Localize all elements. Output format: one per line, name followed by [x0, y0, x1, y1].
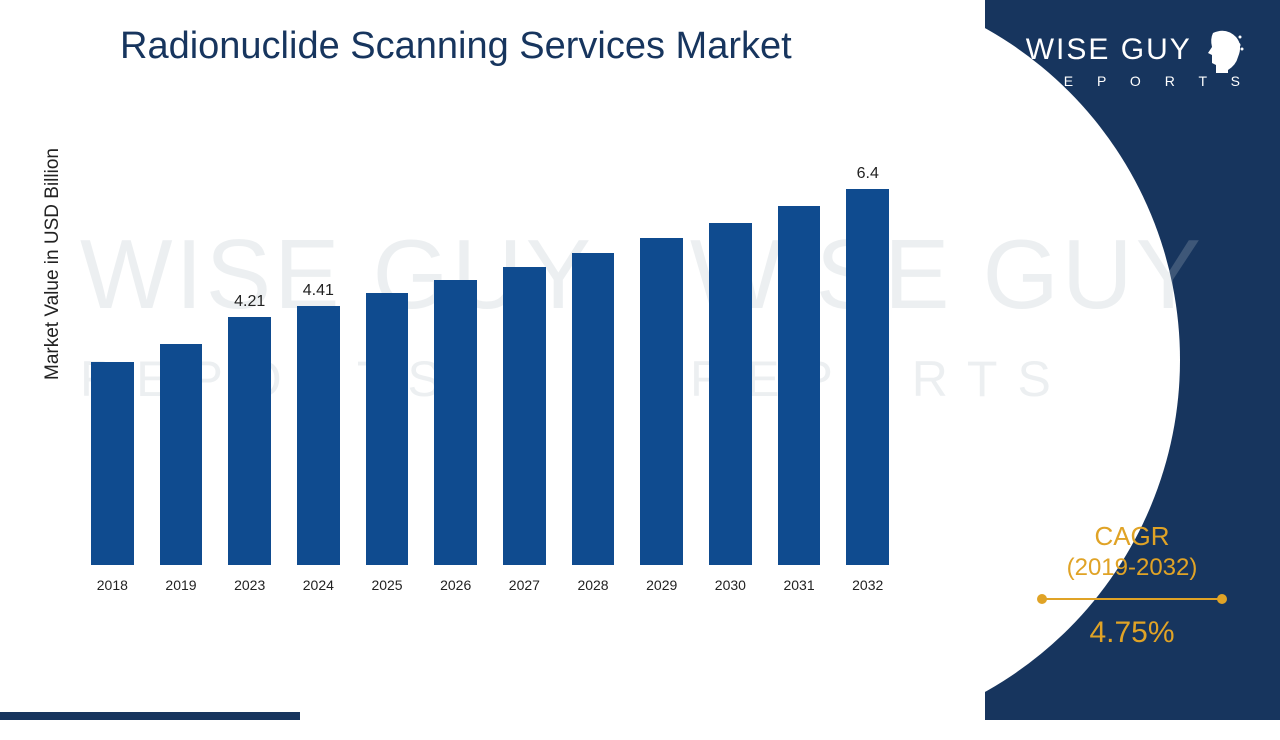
- bar-2030: 2030: [703, 199, 758, 565]
- cagr-panel: CAGR (2019-2032) 4.75%: [1022, 521, 1242, 650]
- bar-2027: 2027: [497, 243, 552, 565]
- bar-2023: 4.212023: [222, 293, 277, 565]
- bar-2028: 2028: [566, 229, 621, 565]
- y-axis-label: Market Value in USD Billion: [42, 148, 64, 380]
- x-tick: 2029: [646, 577, 677, 593]
- x-tick: 2026: [440, 577, 471, 593]
- x-tick: 2018: [97, 577, 128, 593]
- bar-2026: 2026: [428, 256, 483, 565]
- logo-subtext: R E P O R T S: [1030, 73, 1250, 89]
- cagr-range: (2019-2032): [1022, 554, 1242, 582]
- brand-logo: WISE GUY R E P O R T S: [1026, 25, 1250, 89]
- cagr-label: CAGR: [1022, 521, 1242, 552]
- bar: [434, 280, 477, 565]
- bar: [503, 267, 546, 565]
- x-tick: 2030: [715, 577, 746, 593]
- bar: [640, 238, 683, 565]
- bar: [846, 189, 889, 565]
- cagr-value: 4.75%: [1022, 616, 1242, 650]
- bar: [228, 317, 271, 565]
- logo-text: WISE GUY: [1026, 33, 1192, 67]
- head-icon: [1198, 25, 1248, 75]
- bar-2024: 4.412024: [291, 282, 346, 565]
- footer-accent: [0, 712, 300, 720]
- bar: [160, 344, 203, 565]
- bar: [778, 206, 821, 565]
- bar-value-label: 4.21: [234, 293, 265, 313]
- bar-value-label: 6.4: [857, 165, 879, 185]
- bar: [297, 306, 340, 565]
- x-tick: 2031: [783, 577, 814, 593]
- chart-title: Radionuclide Scanning Services Market: [120, 25, 792, 69]
- bar-value-label: 4.41: [303, 282, 334, 302]
- x-tick: 2032: [852, 577, 883, 593]
- cagr-divider: [1042, 598, 1222, 600]
- bar-2029: 2029: [634, 214, 689, 565]
- bar: [572, 253, 615, 565]
- bar-chart: 201820194.2120234.4120242025202620272028…: [85, 165, 895, 595]
- x-tick: 2028: [577, 577, 608, 593]
- bar: [709, 223, 752, 565]
- x-tick: 2023: [234, 577, 265, 593]
- x-tick: 2024: [303, 577, 334, 593]
- x-tick: 2027: [509, 577, 540, 593]
- bar-2019: 2019: [154, 320, 209, 565]
- bar-2031: 2031: [772, 182, 827, 565]
- x-tick: 2019: [165, 577, 196, 593]
- bar-2025: 2025: [360, 269, 415, 565]
- bar: [91, 362, 134, 565]
- bar-2018: 2018: [85, 338, 140, 565]
- bar: [366, 293, 409, 565]
- x-tick: 2025: [371, 577, 402, 593]
- bar-2032: 6.42032: [840, 165, 895, 565]
